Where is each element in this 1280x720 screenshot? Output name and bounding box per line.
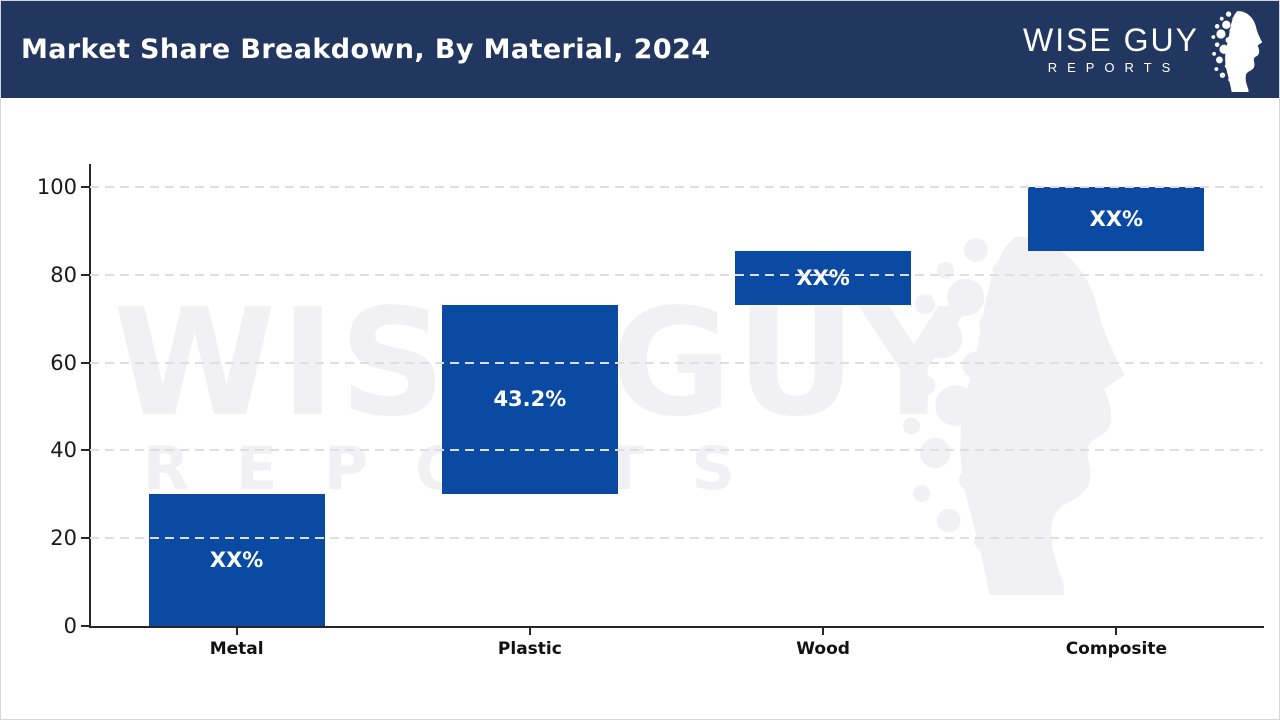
watermark-head-icon bbox=[899, 236, 1125, 595]
wiseguy-logo-text: WISE GUY REPORTS bbox=[1023, 24, 1199, 75]
bar-value-label-plastic: 43.2% bbox=[493, 387, 567, 412]
wiseguy-logo: WISE GUY REPORTS bbox=[1023, 8, 1279, 92]
x-category-label-composite: Composite bbox=[1065, 639, 1168, 659]
y-tick-label-20: 20 bbox=[50, 526, 77, 551]
gridline-80 bbox=[90, 273, 1263, 276]
gridline-20 bbox=[90, 537, 1263, 540]
watermark-reports-text: REPORTS bbox=[143, 439, 782, 499]
wiseguy-head-icon bbox=[1211, 10, 1263, 92]
y-tick-label-100: 100 bbox=[36, 175, 77, 199]
waterfall-chart: 0 20 40 60 80 100 XX% Metal 43.2% Plastic XX% Wood X… bbox=[1, 98, 1279, 719]
gridline-100 bbox=[90, 186, 1263, 188]
bar-value-label-wood: XX% bbox=[796, 265, 850, 290]
y-tick-40 bbox=[81, 449, 90, 452]
x-tick-plastic bbox=[528, 628, 531, 635]
bar-composite: XX% bbox=[1028, 187, 1205, 251]
x-tick-metal bbox=[235, 628, 238, 635]
logo-reports-label: REPORTS bbox=[1047, 59, 1181, 75]
y-axis-line bbox=[89, 164, 91, 628]
bar-metal: XX% bbox=[148, 494, 325, 626]
x-category-label-metal: Metal bbox=[209, 639, 264, 659]
x-axis-line bbox=[89, 626, 1264, 628]
page-title: Market Share Breakdown, By Material, 202… bbox=[21, 34, 711, 65]
x-tick-wood bbox=[822, 628, 825, 635]
y-tick-label-0: 0 bbox=[63, 614, 77, 638]
bar-value-label-composite: XX% bbox=[1089, 206, 1144, 231]
y-tick-100 bbox=[81, 186, 90, 188]
y-tick-20 bbox=[81, 537, 90, 540]
bar-plastic: 43.2% bbox=[441, 304, 618, 495]
x-category-label-plastic: Plastic bbox=[497, 639, 562, 659]
y-tick-label-60: 60 bbox=[50, 350, 77, 375]
y-tick-80 bbox=[81, 273, 90, 276]
y-tick-label-40: 40 bbox=[50, 438, 77, 463]
bar-value-label-metal: XX% bbox=[209, 548, 264, 573]
gridline-40 bbox=[90, 449, 1263, 452]
y-tick-label-80: 80 bbox=[50, 262, 77, 287]
y-tick-0 bbox=[81, 625, 90, 627]
header-bar: Market Share Breakdown, By Material, 202… bbox=[1, 1, 1279, 98]
x-category-label-wood: Wood bbox=[796, 639, 850, 659]
x-tick-composite bbox=[1115, 628, 1118, 635]
y-tick-60 bbox=[81, 361, 90, 364]
bar-wood: XX% bbox=[735, 250, 912, 305]
logo-wiseguy-label: WISE GUY bbox=[1022, 22, 1199, 59]
gridline-60 bbox=[90, 361, 1263, 364]
